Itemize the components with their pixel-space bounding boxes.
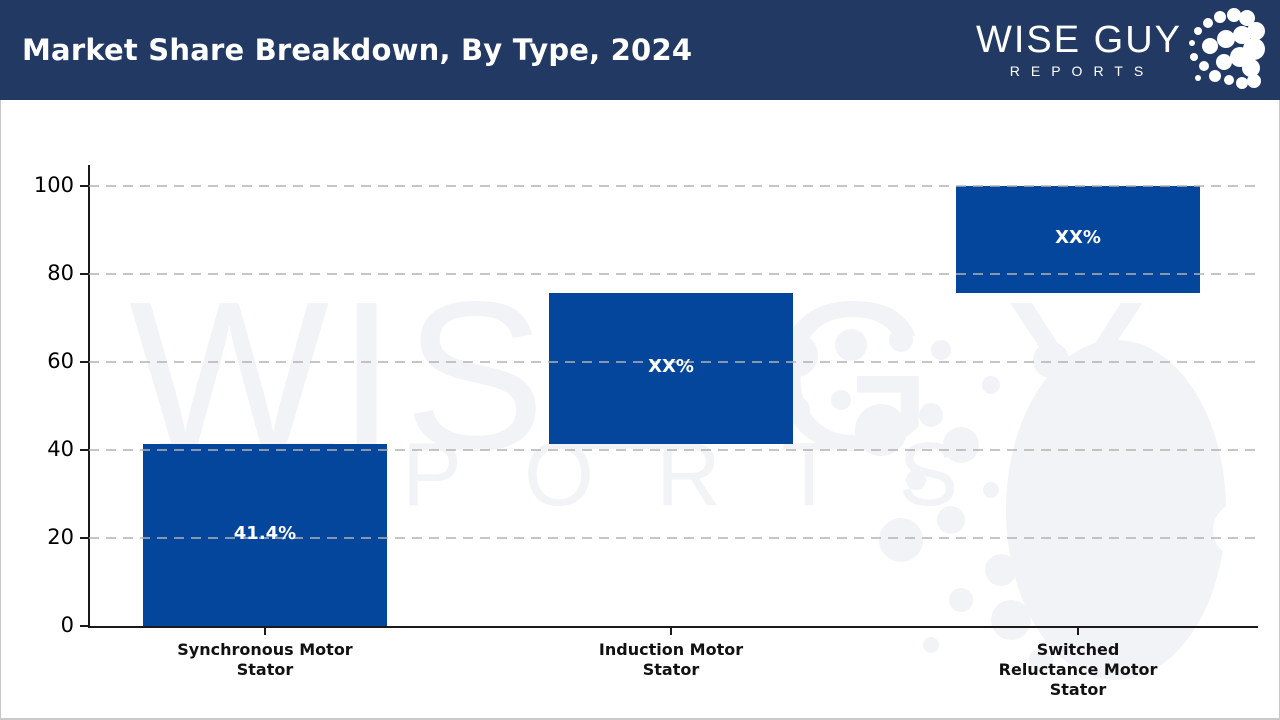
x-axis-category-label: Induction Motor Stator bbox=[511, 640, 831, 680]
logo-brand-name: WISE GUY bbox=[975, 19, 1182, 62]
y-tick-label: 80 bbox=[47, 261, 74, 285]
page-title: Market Share Breakdown, By Type, 2024 bbox=[22, 33, 693, 67]
y-tick-label: 0 bbox=[60, 613, 74, 637]
logo-face-icon bbox=[1189, 8, 1265, 89]
logo-text: WISE GUY REPORTS bbox=[975, 19, 1182, 79]
watermark-face-icon bbox=[774, 328, 1269, 680]
y-tick-mark bbox=[80, 625, 88, 627]
y-tick-mark bbox=[80, 361, 88, 363]
gridline bbox=[89, 273, 1257, 275]
bar-value-label: 41.4% bbox=[233, 522, 297, 544]
y-tick-mark bbox=[80, 185, 88, 187]
x-tick-mark bbox=[264, 628, 266, 635]
gridline bbox=[89, 537, 1257, 539]
logo-brand-subtitle: REPORTS bbox=[1009, 62, 1155, 79]
header-bar: Market Share Breakdown, By Type, 2024 WI… bbox=[0, 0, 1280, 100]
bar-segment bbox=[549, 292, 793, 444]
bar-segment bbox=[956, 186, 1200, 293]
x-axis-line bbox=[88, 626, 1258, 628]
x-axis-category-line: Stator bbox=[236, 660, 294, 679]
x-axis-category-line: Switched bbox=[1036, 640, 1120, 659]
y-tick-label: 20 bbox=[47, 525, 74, 549]
x-tick-mark bbox=[670, 628, 672, 635]
x-tick-mark bbox=[1077, 628, 1079, 635]
y-tick-mark bbox=[80, 273, 88, 275]
y-tick-label: 60 bbox=[47, 349, 74, 373]
gridline bbox=[89, 449, 1257, 451]
y-tick-label: 100 bbox=[33, 173, 74, 197]
gridline bbox=[89, 361, 1257, 363]
gridline bbox=[89, 185, 1257, 187]
x-axis-category-line: Induction Motor bbox=[598, 640, 744, 659]
y-axis-line bbox=[88, 165, 90, 628]
plot-area: 0 20 40 60 80 100 41.4% Synchronous Motor Stator… bbox=[1, 100, 1279, 718]
bar-value-label: XX% bbox=[648, 356, 694, 378]
y-tick-mark bbox=[80, 449, 88, 451]
bar-value-label: XX% bbox=[1055, 227, 1101, 249]
bar-segment bbox=[143, 443, 387, 626]
wise-guy-reports-logo: WISE GUY REPORTS bbox=[976, 4, 1266, 96]
y-tick-mark bbox=[80, 537, 88, 539]
x-axis-category-label: Synchronous Motor Stator bbox=[105, 640, 425, 680]
x-axis-category-line: Stator bbox=[1049, 680, 1107, 699]
y-tick-label: 40 bbox=[47, 437, 74, 461]
x-axis-category-line: Stator bbox=[642, 660, 700, 679]
x-axis-category-line: Synchronous Motor bbox=[177, 640, 353, 659]
x-axis-category-line: Reluctance Motor bbox=[998, 660, 1158, 679]
x-axis-category-label: Switched Reluctance Motor Stator bbox=[918, 640, 1238, 700]
